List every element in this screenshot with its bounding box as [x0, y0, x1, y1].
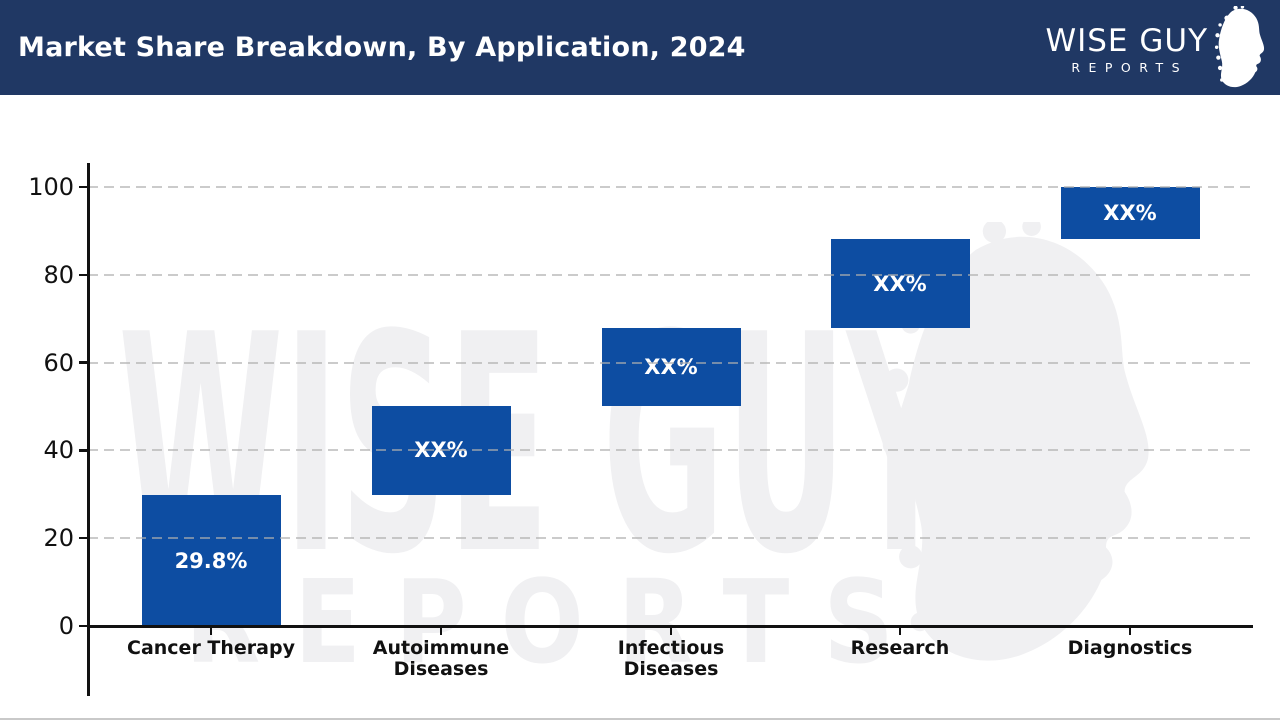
- x-axis-label-autoimmune-diseases: Autoimmune Diseases: [372, 637, 510, 680]
- y-tick-label-100: 100: [28, 173, 74, 201]
- bar-diagnostics: [1060, 187, 1200, 239]
- y-tick-label-40: 40: [43, 436, 74, 465]
- chart-plot-area: 0 20 40 60 80 100 29.8% XX% XX% XX% XX% Cancer Ther…: [0, 95, 1280, 718]
- watermark-head-profile-icon: [882, 222, 1149, 661]
- y-axis-spine: [87, 163, 90, 696]
- gridline-20: [88, 537, 1253, 540]
- header-bar: Market Share Breakdown, By Application, …: [0, 0, 1280, 95]
- gridline-80: [88, 273, 1253, 276]
- y-tick-label-20: 20: [43, 524, 74, 553]
- gridline-100: [88, 186, 1253, 188]
- y-tick-80: [79, 273, 88, 277]
- brand-logo: WISE GUY REPORTS: [1045, 6, 1268, 91]
- x-tick-infectious-diseases: [669, 626, 673, 635]
- brand-subtitle: REPORTS: [1071, 60, 1189, 75]
- bar-label-infectious-diseases: XX%: [644, 354, 698, 379]
- x-axis-label-research: Research: [850, 637, 950, 659]
- x-tick-diagnostics: [1128, 626, 1132, 635]
- x-tick-autoimmune-diseases: [439, 626, 443, 635]
- y-tick-0: [79, 624, 88, 628]
- x-axis-label-cancer-therapy: Cancer Therapy: [127, 637, 295, 659]
- gridline-40: [88, 449, 1253, 452]
- x-tick-cancer-therapy: [209, 626, 213, 635]
- bar-label-cancer-therapy: 29.8%: [174, 548, 248, 573]
- bar-label-diagnostics: XX%: [1103, 200, 1157, 225]
- brand-logo-text: WISE GUY REPORTS: [1045, 23, 1208, 75]
- y-tick-label-60: 60: [43, 348, 74, 377]
- y-tick-label-80: 80: [43, 260, 74, 289]
- y-tick-60: [79, 361, 88, 364]
- gridline-60: [88, 361, 1253, 364]
- bar-cancer-therapy: [141, 495, 281, 626]
- y-tick-20: [79, 536, 88, 540]
- y-tick-100: [79, 185, 88, 189]
- brand-name: WISE GUY: [1045, 23, 1208, 59]
- page-title: Market Share Breakdown, By Application, …: [18, 32, 746, 63]
- bar-infectious-diseases: [601, 328, 741, 406]
- x-axis-label-infectious-diseases: Infectious Diseases: [617, 637, 725, 680]
- head-profile-icon: [1214, 6, 1265, 88]
- y-tick-label-0: 0: [58, 612, 74, 640]
- watermark-subtitle-text: REPORTS: [185, 556, 928, 690]
- y-tick-40: [79, 449, 88, 452]
- x-tick-research: [898, 626, 902, 635]
- x-axis-label-diagnostics: Diagnostics: [1067, 637, 1193, 659]
- bar-research: [830, 238, 970, 329]
